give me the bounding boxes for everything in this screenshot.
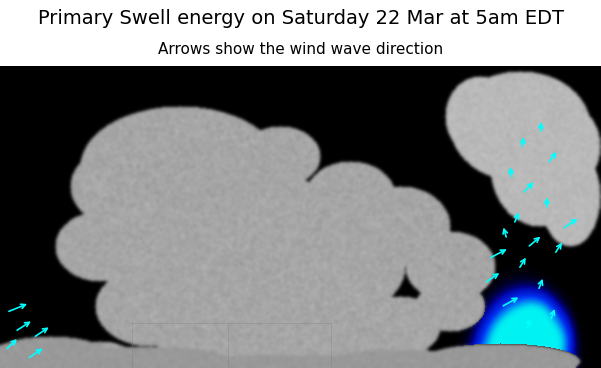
Text: Arrows show the wind wave direction: Arrows show the wind wave direction <box>158 42 443 57</box>
Text: Primary Swell energy on Saturday 22 Mar at 5am EDT: Primary Swell energy on Saturday 22 Mar … <box>37 9 564 28</box>
